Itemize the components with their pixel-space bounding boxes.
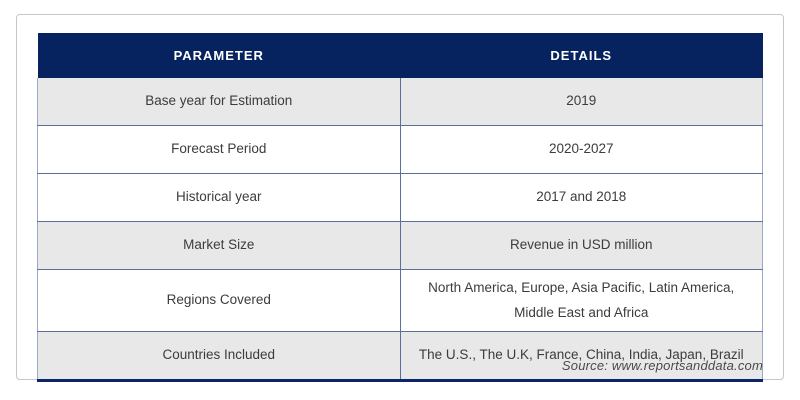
table-header-row: PARAMETER DETAILS <box>37 33 763 78</box>
details-cell: Revenue in USD million <box>399 221 763 270</box>
column-header-parameter: PARAMETER <box>37 33 400 78</box>
parameter-cell: Regions Covered <box>37 269 401 332</box>
details-cell: 2017 and 2018 <box>399 173 763 222</box>
parameter-cell: Forecast Period <box>37 125 401 174</box>
table-row: Base year for Estimation 2019 <box>37 78 763 126</box>
parameter-cell: Historical year <box>37 173 401 222</box>
details-cell: North America, Europe, Asia Pacific, Lat… <box>399 269 763 332</box>
details-cell: 2019 <box>399 78 763 126</box>
details-cell: 2020-2027 <box>399 125 763 174</box>
report-scope-table: PARAMETER DETAILS Base year for Estimati… <box>37 33 763 382</box>
table-row: Market Size Revenue in USD million <box>37 221 763 270</box>
parameter-cell: Countries Included <box>37 331 401 382</box>
parameter-cell: Base year for Estimation <box>37 78 401 126</box>
column-header-details: DETAILS <box>400 33 763 78</box>
table-row: Historical year 2017 and 2018 <box>37 173 763 222</box>
table-row: Forecast Period 2020-2027 <box>37 125 763 174</box>
parameter-cell: Market Size <box>37 221 401 270</box>
table-row: Countries Included The U.S., The U.K, Fr… <box>37 331 763 382</box>
source-credit: Source: www.reportsanddata.com <box>561 358 763 373</box>
details-cell: The U.S., The U.K, France, China, India,… <box>399 331 763 382</box>
table-row: Regions Covered North America, Europe, A… <box>37 269 763 332</box>
